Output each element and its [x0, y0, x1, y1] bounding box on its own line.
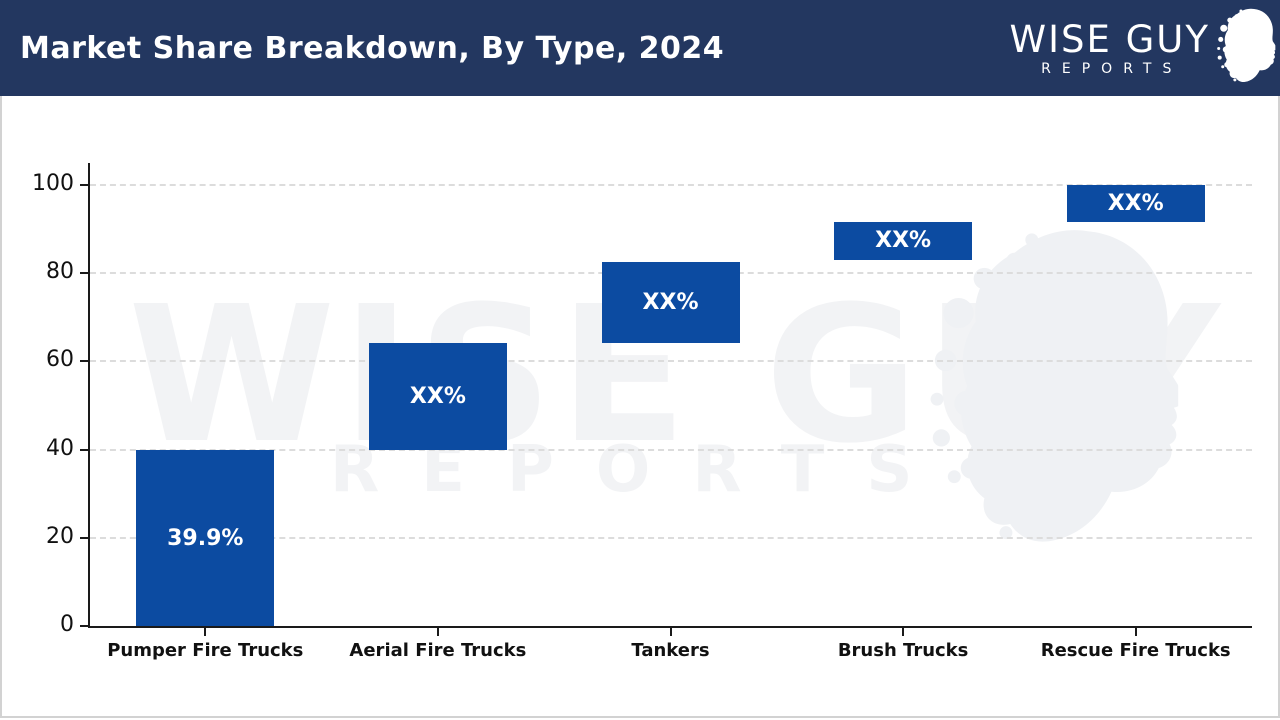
x-category-label: Tankers [631, 640, 710, 661]
gridline [90, 184, 1252, 186]
header: Market Share Breakdown, By Type, 2024 WI… [0, 0, 1280, 96]
bar-value-label: XX% [875, 228, 932, 254]
gridline [90, 360, 1252, 363]
y-tick-label: 60 [46, 347, 74, 373]
bar-value-label: 39.9% [167, 525, 244, 551]
brand-wordmark: WISE GUY [1009, 17, 1210, 61]
y-axis-spine [88, 163, 90, 628]
gridline [90, 536, 1252, 539]
brand-head-icon [1214, 5, 1276, 91]
y-tick-label: 100 [32, 171, 74, 196]
chart-title: Market Share Breakdown, By Type, 2024 [20, 30, 725, 66]
x-tick-mark [436, 628, 439, 636]
gridline [90, 448, 1252, 451]
brand-logo: WISE GUY REPORTS [1010, 5, 1280, 91]
x-tick-mark [1134, 628, 1137, 636]
y-tick-mark [80, 536, 88, 539]
y-tick-label: 80 [46, 259, 74, 285]
bar-value-label: XX% [409, 383, 466, 409]
x-category-label: Pumper Fire Trucks [107, 640, 304, 661]
y-tick-label: 0 [60, 612, 74, 637]
brand-subtitle: REPORTS [1041, 60, 1183, 77]
bar: XX% [601, 262, 740, 343]
x-tick-mark [669, 628, 672, 636]
y-tick-mark [80, 625, 88, 627]
y-tick-label: 40 [46, 435, 74, 461]
x-category-label: Aerial Fire Trucks [349, 640, 527, 661]
bar-value-label: XX% [642, 290, 699, 316]
bar-value-label: XX% [1107, 190, 1164, 216]
y-tick-mark [80, 184, 88, 186]
brand-wordmark-group: WISE GUY REPORTS [1010, 21, 1210, 76]
bar: XX% [1066, 185, 1205, 222]
x-category-label: Brush Trucks [837, 640, 969, 661]
bar: 39.9% [136, 450, 275, 626]
y-tick-mark [80, 360, 88, 363]
bar: XX% [834, 222, 973, 260]
bar: XX% [368, 342, 507, 450]
y-tick-mark [80, 448, 88, 451]
x-tick-mark [204, 628, 207, 636]
y-tick-mark [80, 272, 88, 275]
x-axis-spine [88, 626, 1252, 628]
x-category-label: Rescue Fire Trucks [1040, 640, 1231, 661]
y-tick-label: 20 [46, 523, 74, 549]
x-tick-mark [902, 628, 905, 636]
